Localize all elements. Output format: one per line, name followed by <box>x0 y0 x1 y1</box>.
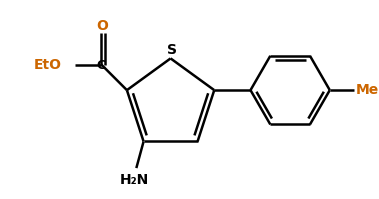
Text: EtO: EtO <box>34 58 62 71</box>
Text: O: O <box>96 19 108 33</box>
Text: H₂N: H₂N <box>119 173 149 187</box>
Text: C: C <box>97 59 106 72</box>
Text: S: S <box>166 43 177 57</box>
Text: Me: Me <box>356 83 379 97</box>
